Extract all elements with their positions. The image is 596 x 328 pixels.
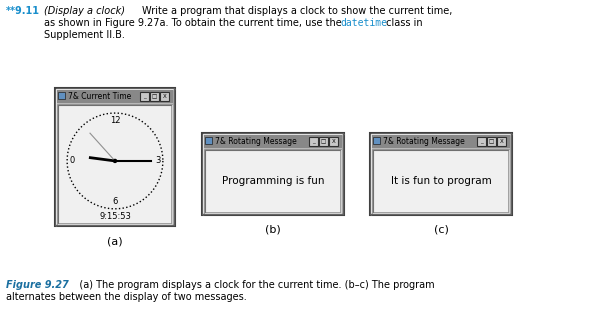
Text: □: □: [489, 139, 494, 144]
Text: Supplement II.B.: Supplement II.B.: [44, 30, 125, 40]
Text: 6: 6: [112, 197, 117, 206]
Text: class in: class in: [383, 18, 423, 28]
Text: □: □: [321, 139, 326, 144]
Text: 12: 12: [110, 116, 120, 125]
FancyBboxPatch shape: [370, 133, 512, 215]
Text: (Display a clock): (Display a clock): [44, 6, 125, 16]
FancyBboxPatch shape: [205, 150, 341, 213]
Text: datetime: datetime: [340, 18, 387, 28]
Text: _: _: [312, 139, 315, 144]
FancyBboxPatch shape: [140, 92, 149, 100]
FancyBboxPatch shape: [202, 133, 344, 215]
FancyBboxPatch shape: [329, 136, 338, 146]
FancyBboxPatch shape: [205, 137, 212, 144]
Text: X: X: [499, 139, 504, 144]
Text: It is fun to program: It is fun to program: [390, 176, 491, 187]
Text: 7& Rotating Message: 7& Rotating Message: [215, 137, 297, 146]
Text: 3: 3: [156, 156, 161, 165]
FancyBboxPatch shape: [373, 150, 509, 213]
Text: Programming is fun: Programming is fun: [222, 176, 324, 187]
FancyBboxPatch shape: [58, 92, 65, 99]
FancyBboxPatch shape: [58, 105, 172, 224]
FancyBboxPatch shape: [204, 135, 342, 148]
Text: **9.11: **9.11: [6, 6, 40, 16]
FancyBboxPatch shape: [497, 136, 506, 146]
Text: (b): (b): [265, 225, 281, 235]
FancyBboxPatch shape: [160, 92, 169, 100]
Text: Figure 9.27: Figure 9.27: [6, 280, 69, 290]
FancyBboxPatch shape: [373, 137, 380, 144]
Circle shape: [113, 159, 116, 162]
FancyBboxPatch shape: [319, 136, 328, 146]
Text: (a): (a): [107, 236, 123, 246]
FancyBboxPatch shape: [57, 90, 173, 103]
Text: _: _: [480, 139, 483, 144]
Text: 7& Current Time: 7& Current Time: [68, 92, 131, 101]
FancyBboxPatch shape: [309, 136, 318, 146]
Text: (a) The program displays a clock for the current time. (b–c) The program: (a) The program displays a clock for the…: [70, 280, 434, 290]
FancyBboxPatch shape: [150, 92, 159, 100]
Text: Write a program that displays a clock to show the current time,: Write a program that displays a clock to…: [142, 6, 452, 16]
FancyBboxPatch shape: [372, 135, 510, 148]
Text: □: □: [152, 94, 157, 99]
Text: X: X: [331, 139, 336, 144]
Text: 9:15:53: 9:15:53: [99, 212, 131, 221]
Text: alternates between the display of two messages.: alternates between the display of two me…: [6, 292, 247, 302]
Text: 7& Rotating Message: 7& Rotating Message: [383, 137, 465, 146]
Text: X: X: [163, 94, 166, 99]
FancyBboxPatch shape: [477, 136, 486, 146]
Text: (c): (c): [433, 225, 448, 235]
Text: as shown in Figure 9.27a. To obtain the current time, use the: as shown in Figure 9.27a. To obtain the …: [44, 18, 345, 28]
FancyBboxPatch shape: [487, 136, 496, 146]
FancyBboxPatch shape: [55, 88, 175, 226]
Text: _: _: [143, 94, 146, 99]
Text: 0: 0: [69, 156, 74, 165]
